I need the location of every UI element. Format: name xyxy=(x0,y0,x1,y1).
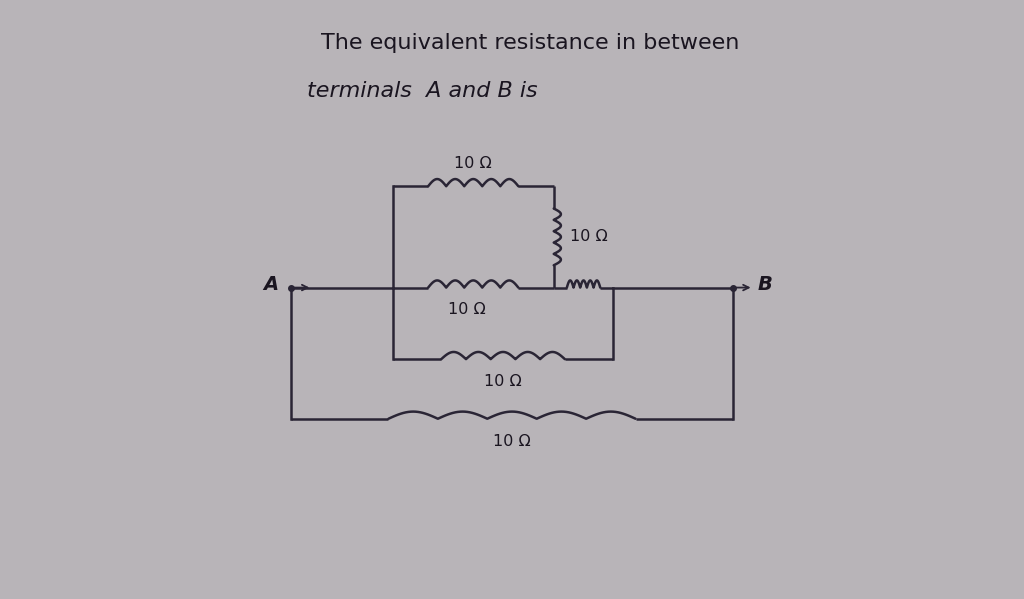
Text: 10 Ω: 10 Ω xyxy=(570,229,608,244)
Text: 10 Ω: 10 Ω xyxy=(449,302,486,317)
Text: 10 Ω: 10 Ω xyxy=(494,434,530,449)
Text: terminals  A and B is: terminals A and B is xyxy=(307,81,538,101)
Text: B: B xyxy=(758,275,773,294)
Text: A: A xyxy=(263,275,279,294)
Text: The equivalent resistance in between: The equivalent resistance in between xyxy=(321,33,739,53)
Text: 10 Ω: 10 Ω xyxy=(484,374,522,389)
Text: 10 Ω: 10 Ω xyxy=(455,156,493,171)
